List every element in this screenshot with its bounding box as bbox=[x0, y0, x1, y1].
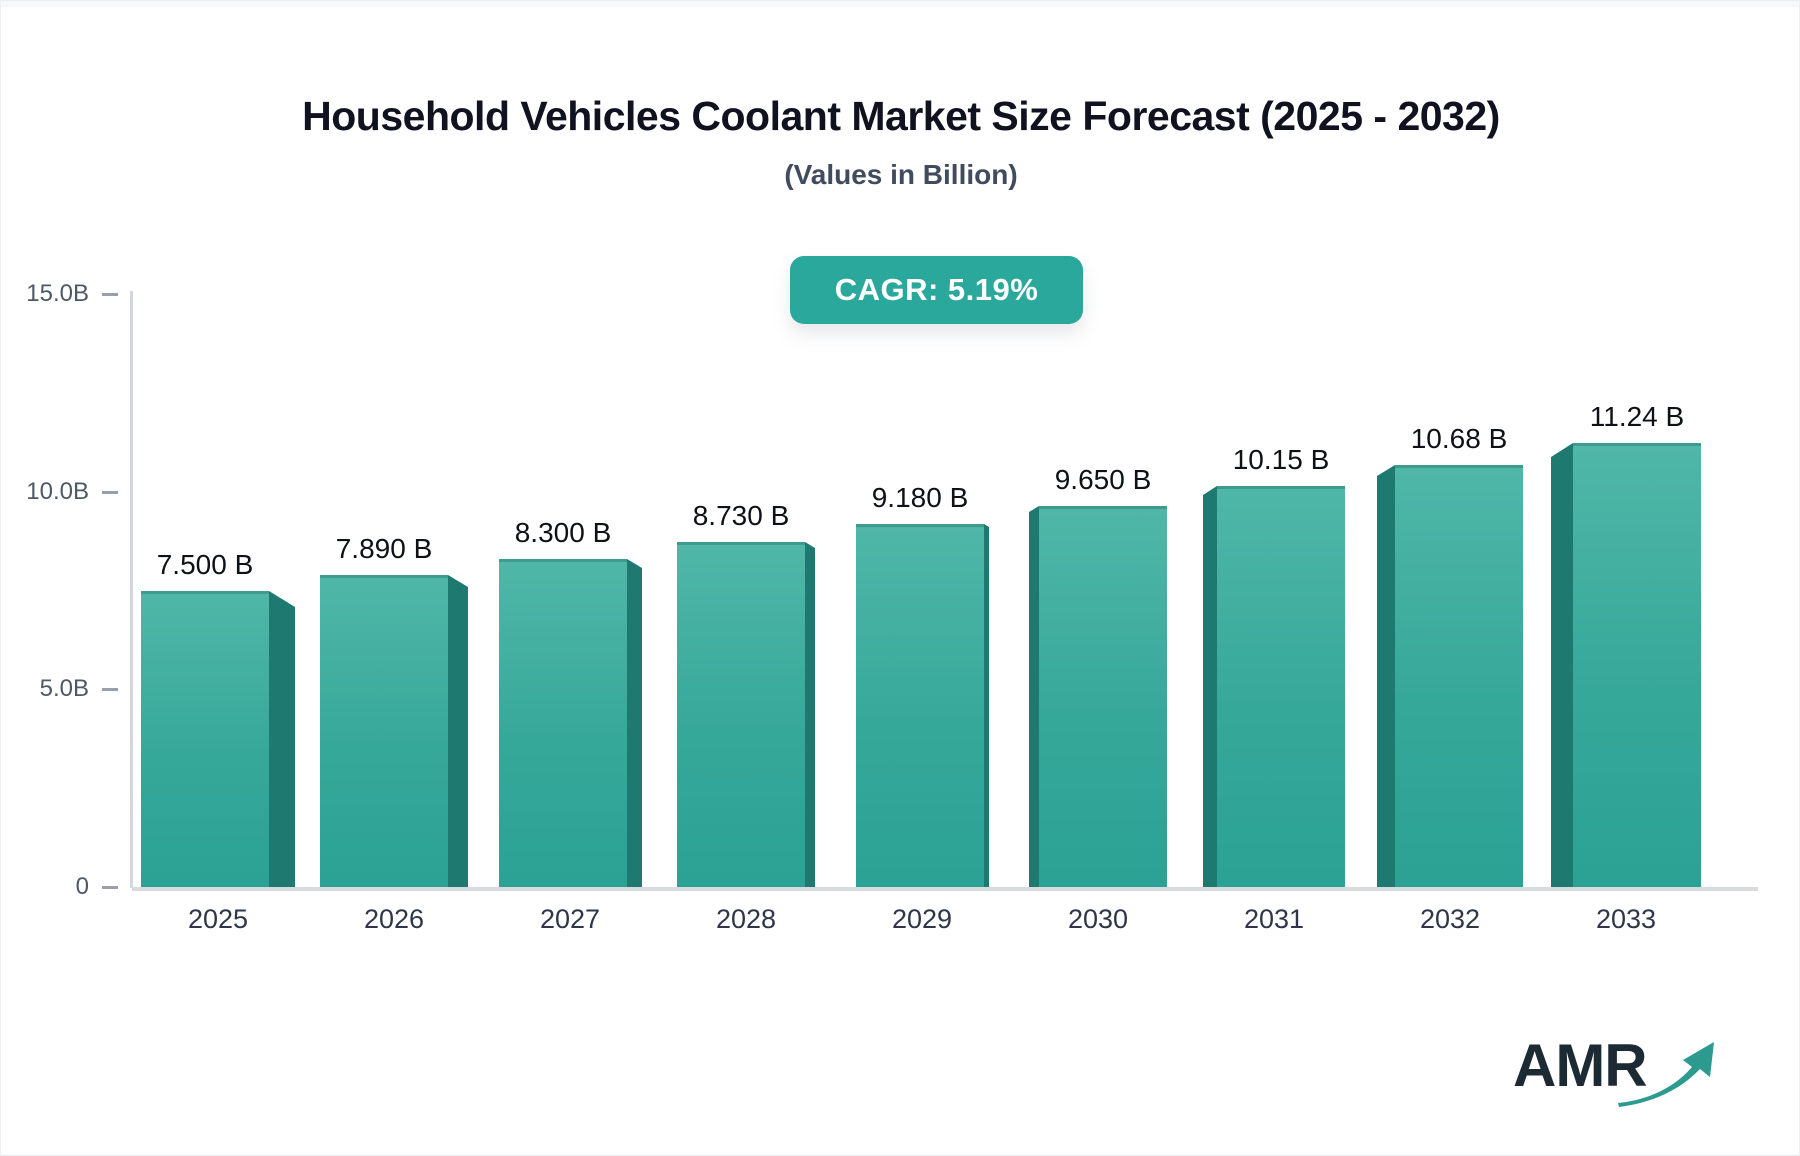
bar-face bbox=[1039, 506, 1167, 887]
x-tick-label: 2026 bbox=[363, 904, 425, 934]
bar-face bbox=[141, 591, 269, 887]
x-tick-label: 2032 bbox=[1419, 904, 1481, 934]
amr-logo-text: AMR bbox=[1513, 1032, 1648, 1099]
bar-side-panel bbox=[1029, 506, 1039, 887]
x-tick-label: 2030 bbox=[1067, 904, 1129, 934]
bar-face bbox=[1395, 465, 1523, 887]
bar-value-label: 10.15 B bbox=[1232, 444, 1330, 475]
bar-face bbox=[677, 542, 805, 887]
chart-subtitle: (Values in Billion) bbox=[784, 159, 1018, 190]
x-tick-label: 2029 bbox=[891, 904, 953, 934]
bar-2028 bbox=[677, 542, 815, 887]
y-tick-mark bbox=[102, 688, 118, 692]
y-tick-mark bbox=[102, 886, 118, 889]
bar-side-panel bbox=[448, 575, 468, 887]
y-tick-mark bbox=[102, 490, 118, 494]
bar-value-label: 7.500 B bbox=[156, 549, 254, 580]
cagr-badge-label: CAGR: 5.19% bbox=[834, 272, 1039, 307]
x-tick-label: 2025 bbox=[187, 904, 249, 934]
bar-2032 bbox=[1377, 465, 1523, 887]
bar-2033 bbox=[1551, 443, 1701, 887]
bar-side-panel bbox=[984, 524, 989, 887]
x-tick-label: 2028 bbox=[715, 904, 777, 934]
y-tick-label: 0 bbox=[75, 873, 89, 900]
bar-side-panel bbox=[1377, 465, 1395, 887]
x-tick-label: 2027 bbox=[539, 904, 601, 934]
bar-value-label: 10.68 B bbox=[1410, 423, 1508, 454]
bar-2031 bbox=[1203, 486, 1345, 887]
y-tick-label: 15.0B bbox=[26, 280, 89, 308]
y-tick-mark bbox=[102, 293, 118, 297]
x-tick-label: 2033 bbox=[1595, 904, 1657, 934]
bar-side-panel bbox=[269, 591, 295, 887]
y-tick-label: 5.0B bbox=[39, 675, 89, 703]
bar-side-panel bbox=[805, 542, 815, 887]
bar-side-panel bbox=[1551, 443, 1573, 887]
bar-2029 bbox=[856, 524, 989, 887]
bar-face bbox=[499, 559, 627, 887]
bar-face bbox=[1573, 443, 1701, 887]
x-tick-label: 2031 bbox=[1243, 904, 1305, 934]
chart-title: Household Vehicles Coolant Market Size F… bbox=[302, 93, 1500, 139]
bar-face bbox=[1217, 486, 1345, 887]
bar-side-panel bbox=[1203, 486, 1217, 887]
amr-logo: AMR bbox=[1513, 1031, 1733, 1121]
bar-value-label: 11.24 B bbox=[1589, 401, 1685, 432]
bar-side-panel bbox=[627, 559, 642, 887]
bar-face bbox=[856, 524, 984, 887]
y-tick-label: 10.0B bbox=[26, 477, 89, 505]
bar-value-label: 7.890 B bbox=[335, 533, 433, 564]
bar-value-label: 9.650 B bbox=[1054, 464, 1152, 495]
y-axis-line bbox=[130, 291, 133, 888]
x-axis-line bbox=[132, 887, 1758, 891]
page-top-strip bbox=[1, 1, 1799, 7]
growth-arrow-icon bbox=[1618, 1042, 1714, 1107]
bar-value-label: 8.730 B bbox=[692, 500, 790, 531]
bar-2025 bbox=[141, 591, 295, 887]
cagr-badge: CAGR: 5.19% bbox=[790, 256, 1083, 324]
bar-2027 bbox=[499, 559, 642, 887]
bar-2026 bbox=[320, 575, 468, 887]
bar-value-label: 8.300 B bbox=[514, 517, 612, 548]
bar-2030 bbox=[1029, 506, 1167, 887]
bar-value-label: 9.180 B bbox=[871, 482, 969, 513]
bar-face bbox=[320, 575, 448, 887]
